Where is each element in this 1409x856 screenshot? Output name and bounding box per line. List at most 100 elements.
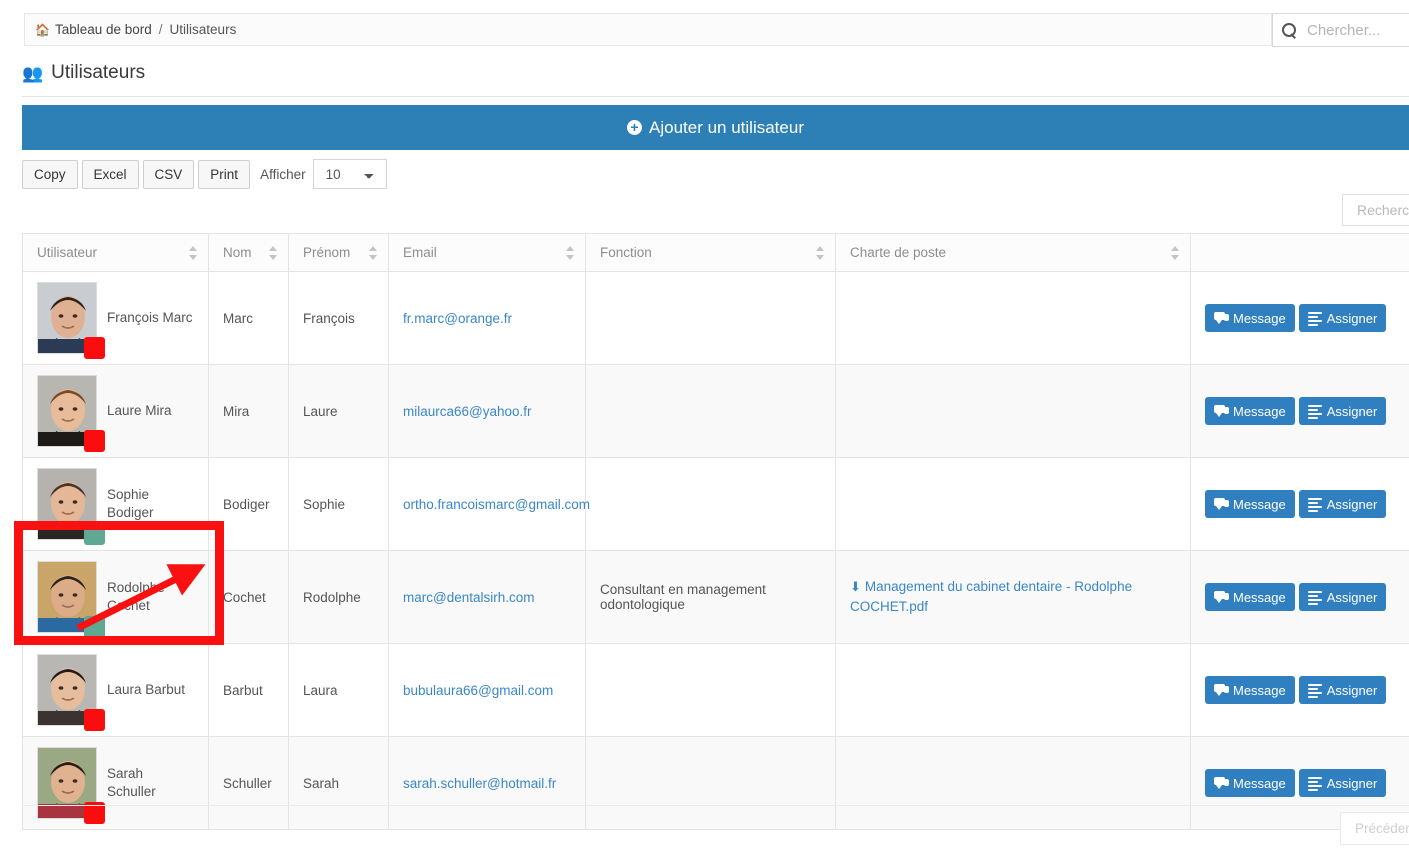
message-button[interactable]: Message <box>1205 769 1295 797</box>
sort-arrows-icon[interactable] <box>189 245 198 260</box>
csv-button[interactable]: CSV <box>142 159 195 189</box>
cell-prenom: Sarah <box>288 736 389 830</box>
message-label: Message <box>1233 589 1286 605</box>
cell-nom-text: Schuller <box>223 775 272 791</box>
message-icon <box>1214 777 1229 789</box>
sort-arrows-icon[interactable] <box>816 245 825 260</box>
cell-charte-de-poste: ⬇ Management du cabinet dentaire - Rodolp… <box>835 550 1191 644</box>
message-button[interactable]: Message <box>1205 583 1295 611</box>
email-link[interactable]: milaurca66@yahoo.fr <box>403 403 532 419</box>
table-bottom-divider <box>22 805 1409 806</box>
excel-button[interactable]: Excel <box>81 159 139 189</box>
table-row[interactable]: François Marc Marc François fr.marc@orange.… <box>22 271 1409 365</box>
column-header-email[interactable]: Email <box>388 233 586 272</box>
message-button[interactable]: Message <box>1205 397 1295 425</box>
message-button[interactable]: Message <box>1205 490 1295 518</box>
user-display-name: Rodolphe Cochet <box>107 580 165 613</box>
sort-arrows-icon[interactable] <box>1171 245 1180 260</box>
assigner-button[interactable]: Assigner <box>1298 583 1387 611</box>
page-length-select[interactable]: 102550100 <box>312 159 387 189</box>
table-row[interactable]: Laure Mira Mira Laure milaurca66@yahoo.fr Me… <box>22 364 1409 458</box>
avatar <box>37 747 105 824</box>
sort-arrows-icon[interactable] <box>369 245 378 260</box>
table-row[interactable]: Rodolphe Cochet Cochet Rodolphe marc@dental… <box>22 550 1409 644</box>
avatar <box>37 282 105 359</box>
table-filter-input[interactable] <box>1355 201 1409 219</box>
email-link[interactable]: ortho.francoismarc@gmail.com <box>403 496 591 512</box>
email-link[interactable]: fr.marc@orange.fr <box>403 310 512 326</box>
cell-prenom: Laure <box>288 364 389 458</box>
cell-prenom-text: Laure <box>303 403 338 419</box>
download-icon: ⬇ <box>850 579 861 595</box>
table-head: Utilisateur Nom Prénom Email Fonction Charte … <box>22 233 1409 272</box>
email-link[interactable]: bubulaura66@gmail.com <box>403 682 554 698</box>
add-user-label: Ajouter un utilisateur <box>649 117 804 137</box>
table-filter[interactable] <box>1342 194 1409 226</box>
align-list-icon <box>1307 684 1323 698</box>
status-badge <box>84 616 105 638</box>
assigner-label: Assigner <box>1326 496 1378 512</box>
users-table-wrapper: Utilisateur Nom Prénom Email Fonction Charte … <box>22 233 1409 830</box>
assigner-button[interactable]: Assigner <box>1298 676 1387 704</box>
message-label: Message <box>1233 403 1286 419</box>
avatar <box>37 561 105 638</box>
cell-email: ortho.francoismarc@gmail.com <box>388 457 590 551</box>
breadcrumb-root[interactable]: Tableau de bord <box>54 22 152 37</box>
breadcrumb-separator: / <box>158 22 163 37</box>
column-header-label: Utilisateur <box>37 245 98 260</box>
assigner-button[interactable]: Assigner <box>1298 397 1387 425</box>
message-button[interactable]: Message <box>1205 304 1295 332</box>
pagination-previous[interactable]: Précédent <box>1340 812 1409 845</box>
plus-circle-icon: + <box>627 120 642 135</box>
column-header-pr-nom[interactable]: Prénom <box>288 233 389 272</box>
message-label: Message <box>1233 682 1286 698</box>
assigner-button[interactable]: Assigner <box>1298 304 1387 332</box>
sort-arrows-icon[interactable] <box>566 245 575 260</box>
table-toolbar: Copy Excel CSV Print Afficher 102550100 <box>22 159 387 189</box>
page-length-label: Afficher <box>260 166 306 182</box>
assigner-button[interactable]: Assigner <box>1298 769 1387 797</box>
cell-charte-de-poste <box>835 364 1191 458</box>
copy-button[interactable]: Copy <box>22 159 78 189</box>
cell-nom: Marc <box>208 271 289 365</box>
avatar-image <box>37 282 97 354</box>
cell-actions: Message Assigner <box>1190 457 1409 551</box>
cell-prenom: François <box>288 271 389 365</box>
cell-charte-de-poste <box>835 643 1191 737</box>
status-badge <box>84 430 105 452</box>
cell-nom: Schuller <box>208 736 289 830</box>
message-label: Message <box>1233 496 1286 512</box>
align-list-icon <box>1307 498 1323 512</box>
sort-arrows-icon[interactable] <box>269 245 278 260</box>
assigner-button[interactable]: Assigner <box>1298 490 1387 518</box>
email-link[interactable]: sarah.schuller@hotmail.fr <box>403 775 557 791</box>
table-row[interactable]: Sarah Schuller Schuller Sarah sarah.schulle… <box>22 736 1409 830</box>
column-header-utilisateur[interactable]: Utilisateur <box>22 233 209 272</box>
column-header-label: Charte de poste <box>850 245 947 260</box>
table-row[interactable]: Sophie Bodiger Bodiger Sophie ortho.francoi… <box>22 457 1409 551</box>
message-icon <box>1214 591 1229 603</box>
global-search[interactable] <box>1272 13 1409 47</box>
message-icon <box>1214 405 1229 417</box>
table-row[interactable]: Laura Barbut Barbut Laura bubulaura66@gmail… <box>22 643 1409 737</box>
cell-email: sarah.schuller@hotmail.fr <box>388 736 586 830</box>
cell-prenom-text: François <box>303 310 355 326</box>
status-badge <box>84 337 105 359</box>
cell-prenom-text: Sarah <box>303 775 340 791</box>
print-button[interactable]: Print <box>198 159 251 189</box>
add-user-button[interactable]: + Ajouter un utilisateur <box>22 105 1409 150</box>
column-header-fonction[interactable]: Fonction <box>585 233 836 272</box>
column-header-nom[interactable]: Nom <box>208 233 289 272</box>
cell-actions: Message Assigner <box>1190 364 1409 458</box>
email-link[interactable]: marc@dentalsirh.com <box>403 589 535 605</box>
message-button[interactable]: Message <box>1205 676 1295 704</box>
cell-email: marc@dentalsirh.com <box>388 550 586 644</box>
assigner-label: Assigner <box>1326 682 1378 698</box>
column-header-charte-de-poste[interactable]: Charte de poste <box>835 233 1191 272</box>
cell-prenom-text: Rodolphe <box>303 589 361 605</box>
message-label: Message <box>1233 775 1286 791</box>
search-input[interactable] <box>1305 20 1409 40</box>
cell-prenom: Laura <box>288 643 389 737</box>
charte-download-link[interactable]: Management du cabinet dentaire - Rodolph… <box>850 579 1133 614</box>
cell-utilisateur: François Marc <box>22 271 209 365</box>
